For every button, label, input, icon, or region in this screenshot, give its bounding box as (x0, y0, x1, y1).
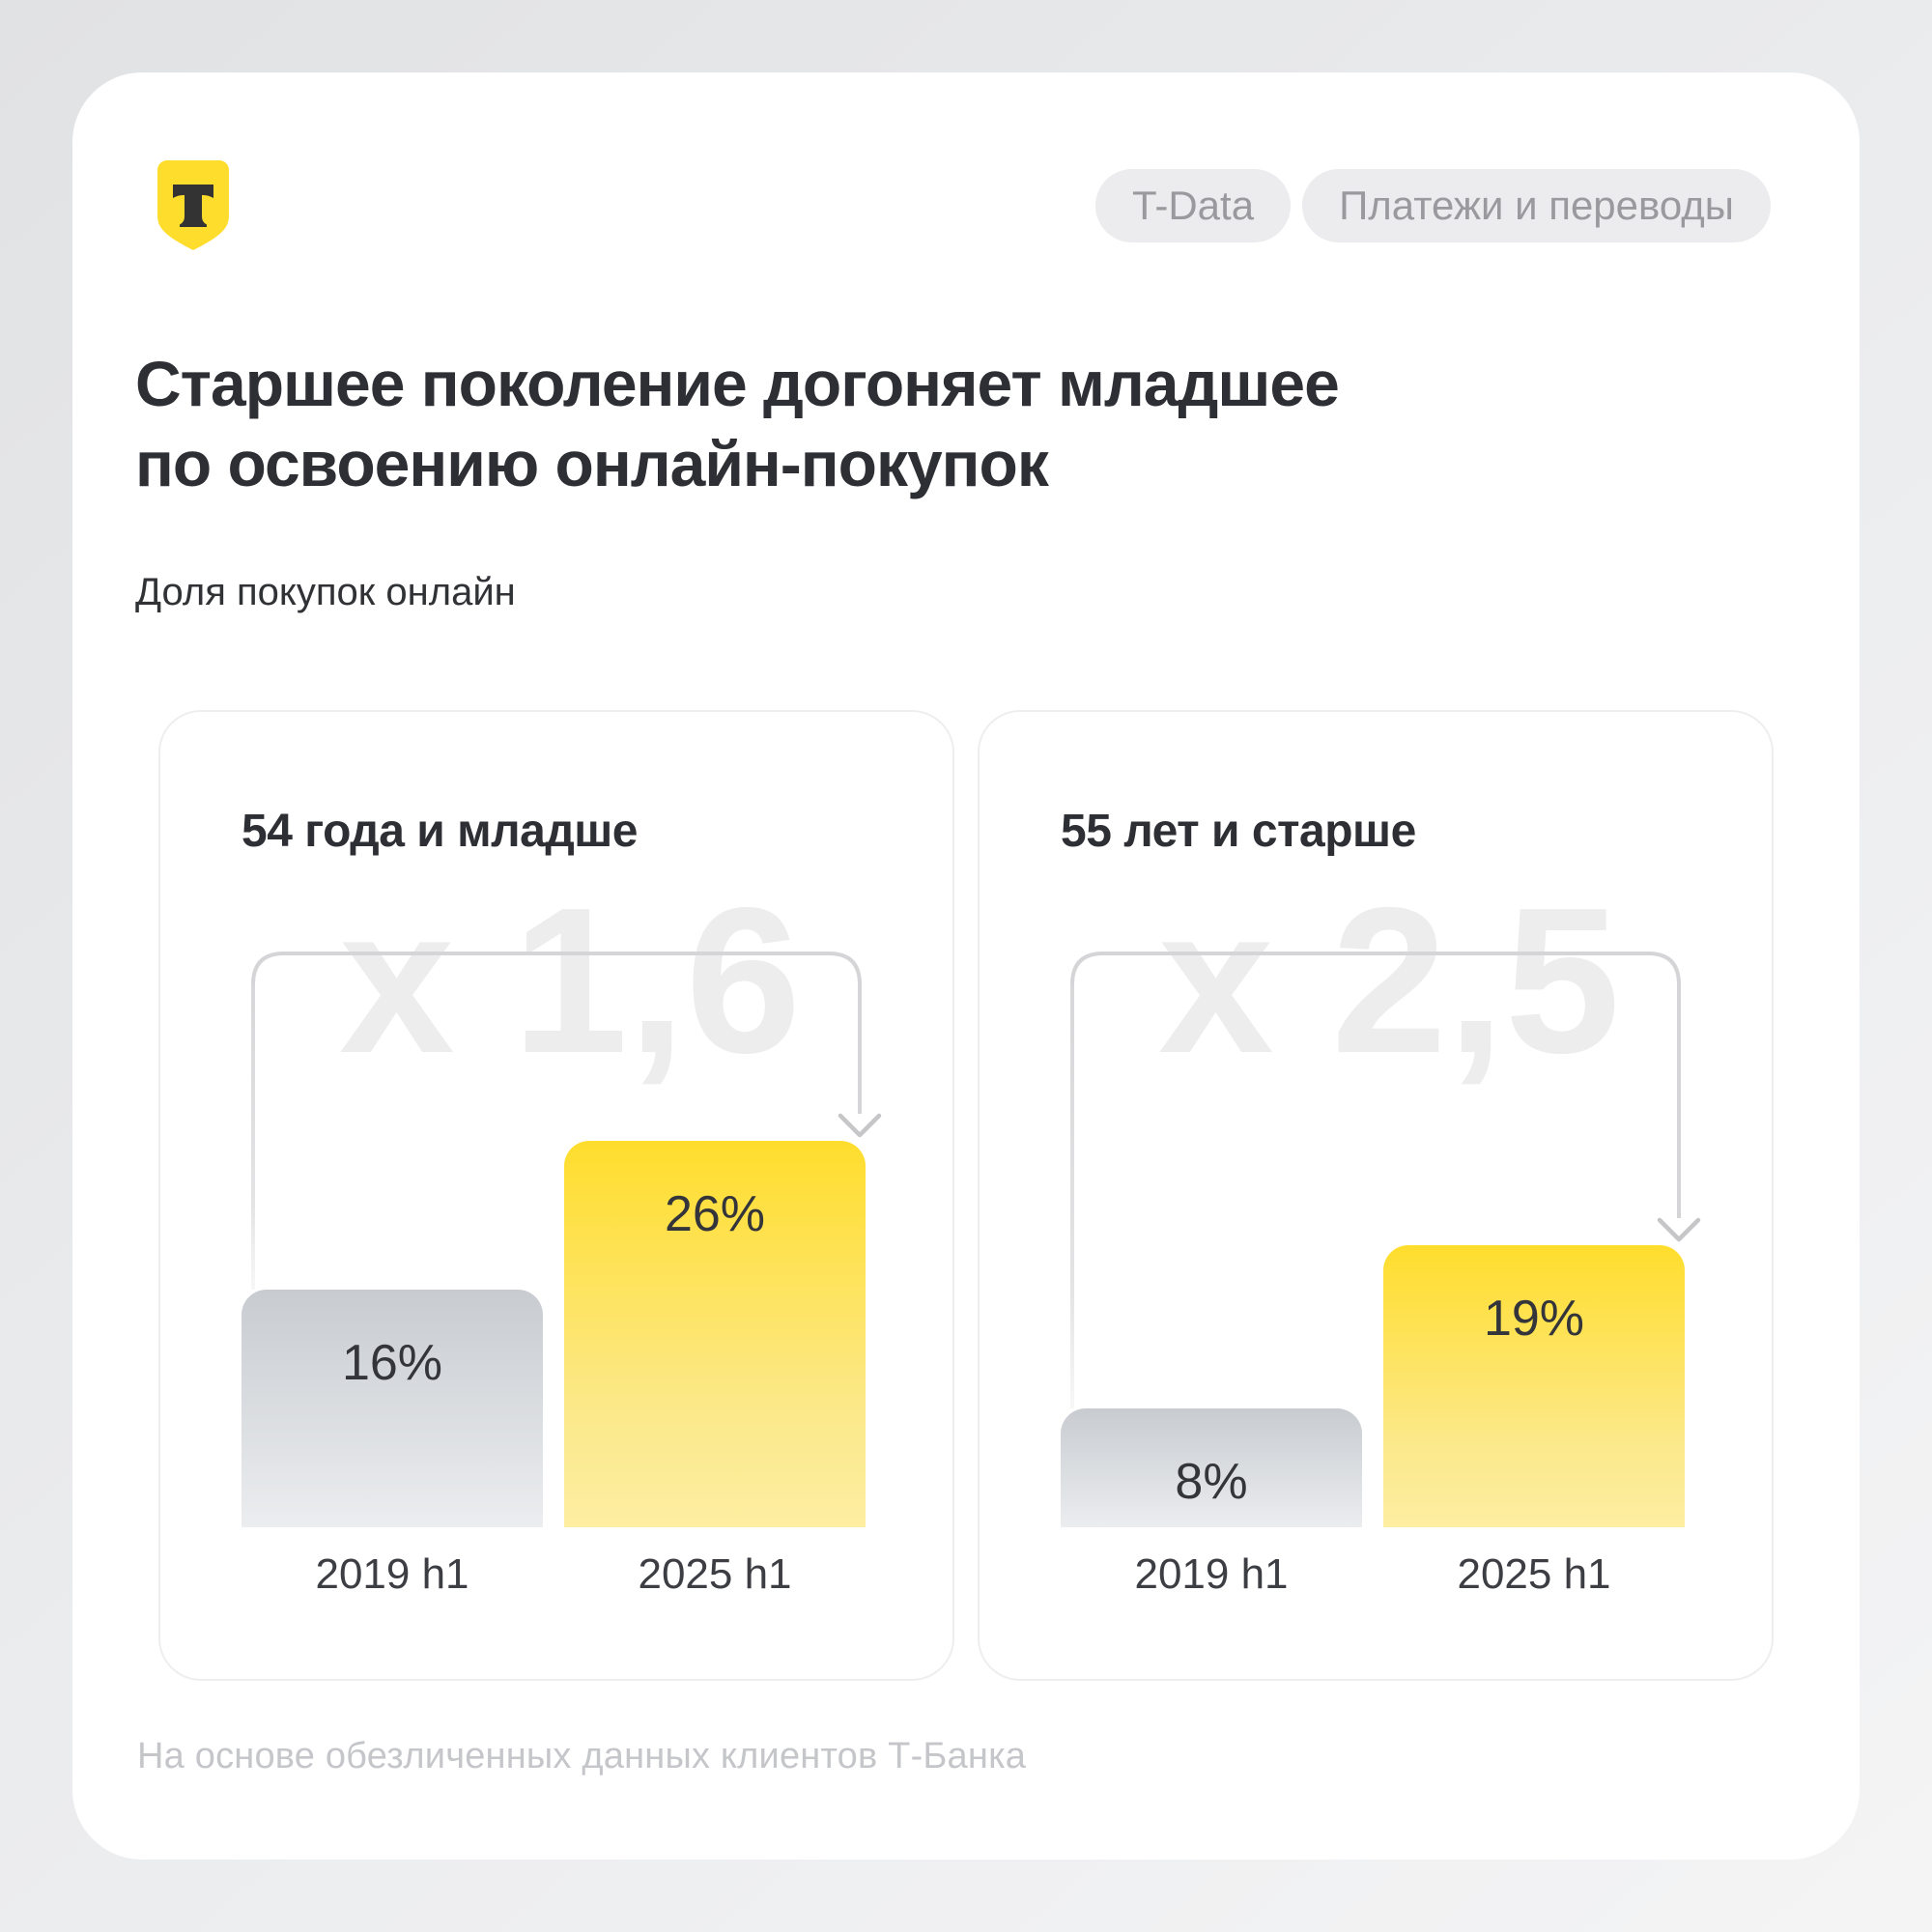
axis-label: 2019 h1 (1134, 1550, 1289, 1598)
bar-2019-h1: 16% (242, 1290, 543, 1527)
axis-label: 2019 h1 (315, 1550, 469, 1598)
card-title: 55 лет и старше (1061, 805, 1416, 857)
bar-2019-h1: 8% (1061, 1408, 1362, 1527)
badge-group: T-Data Платежи и переводы (1095, 169, 1771, 242)
card-title: 54 года и младше (242, 805, 638, 857)
bar-value-label: 19% (1483, 1291, 1585, 1347)
axis-label: 2025 h1 (638, 1550, 792, 1598)
axis-label: 2025 h1 (1457, 1550, 1611, 1598)
bar-2025-h1: 19% (1383, 1245, 1685, 1527)
page-title-line2: по освоению онлайн-покупок (135, 427, 1049, 499)
chart-card-younger: х 1,6 54 года и младше 16% 2019 h1 26% 2025… (158, 710, 954, 1681)
source-note: На основе обезличенных данных клиентов Т… (137, 1736, 1027, 1776)
badge-category: Платежи и переводы (1302, 169, 1771, 242)
page-title: Старшее поколение догоняет младшее по ос… (135, 344, 1604, 503)
letter-t-glyph (173, 185, 213, 227)
bar-value-label: 8% (1175, 1454, 1248, 1510)
bar-value-label: 16% (341, 1335, 443, 1391)
content-sheet: T-Data Платежи и переводы Старшее поколе… (72, 72, 1860, 1860)
badge-t-data: T-Data (1095, 169, 1292, 242)
multiplier-watermark: х 2,5 (1158, 864, 1621, 1096)
chart-cards-row: х 1,6 54 года и младше 16% 2019 h1 26% 2025… (158, 710, 1774, 1681)
t-bank-logo-icon (157, 160, 229, 250)
growth-arrow-icon (251, 952, 882, 1290)
bar-value-label: 26% (664, 1186, 766, 1242)
chart-subtitle: Доля покупок онлайн (135, 571, 516, 613)
multiplier-watermark: х 1,6 (339, 864, 802, 1096)
bar-2025-h1: 26% (564, 1141, 866, 1527)
chart-card-older: х 2,5 55 лет и старше 8% 2019 h1 19% 2025 h… (978, 710, 1774, 1681)
page-title-line1: Старшее поколение догоняет младшее (135, 348, 1340, 419)
growth-arrow-icon (1070, 952, 1701, 1408)
